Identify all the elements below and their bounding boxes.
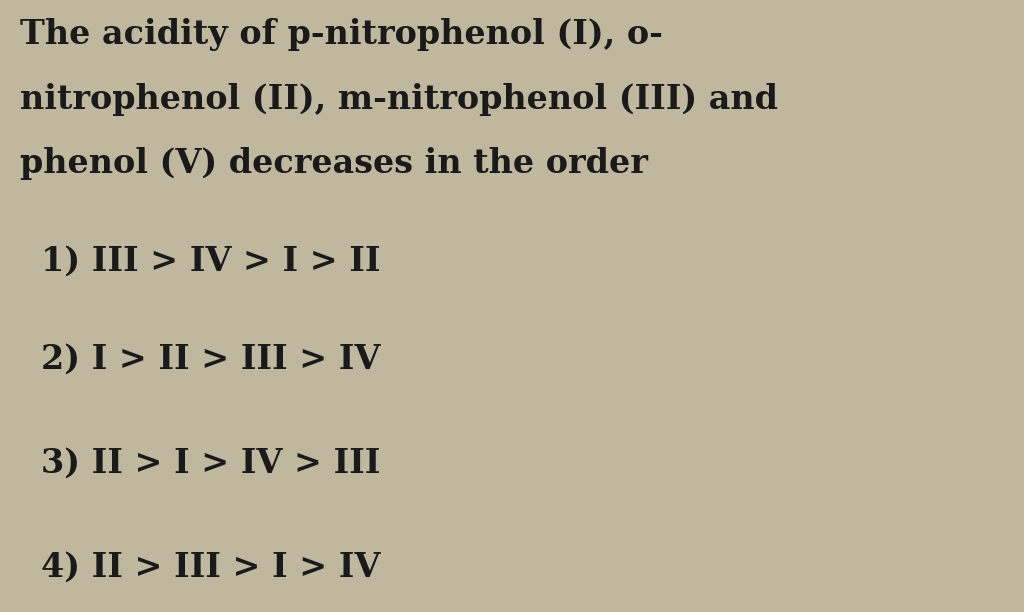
Text: 4) II > III > I > IV: 4) II > III > I > IV	[41, 551, 380, 584]
Text: 2) I > II > III > IV: 2) I > II > III > IV	[41, 343, 380, 376]
Text: 3) II > I > IV > III: 3) II > I > IV > III	[41, 447, 380, 480]
Text: phenol (V) decreases in the order: phenol (V) decreases in the order	[20, 147, 648, 180]
Text: 1) III > IV > I > II: 1) III > IV > I > II	[41, 245, 381, 278]
Text: The acidity of p-nitrophenol (I), o-: The acidity of p-nitrophenol (I), o-	[20, 18, 664, 51]
Text: nitrophenol (II), m-nitrophenol (III) and: nitrophenol (II), m-nitrophenol (III) an…	[20, 83, 778, 116]
